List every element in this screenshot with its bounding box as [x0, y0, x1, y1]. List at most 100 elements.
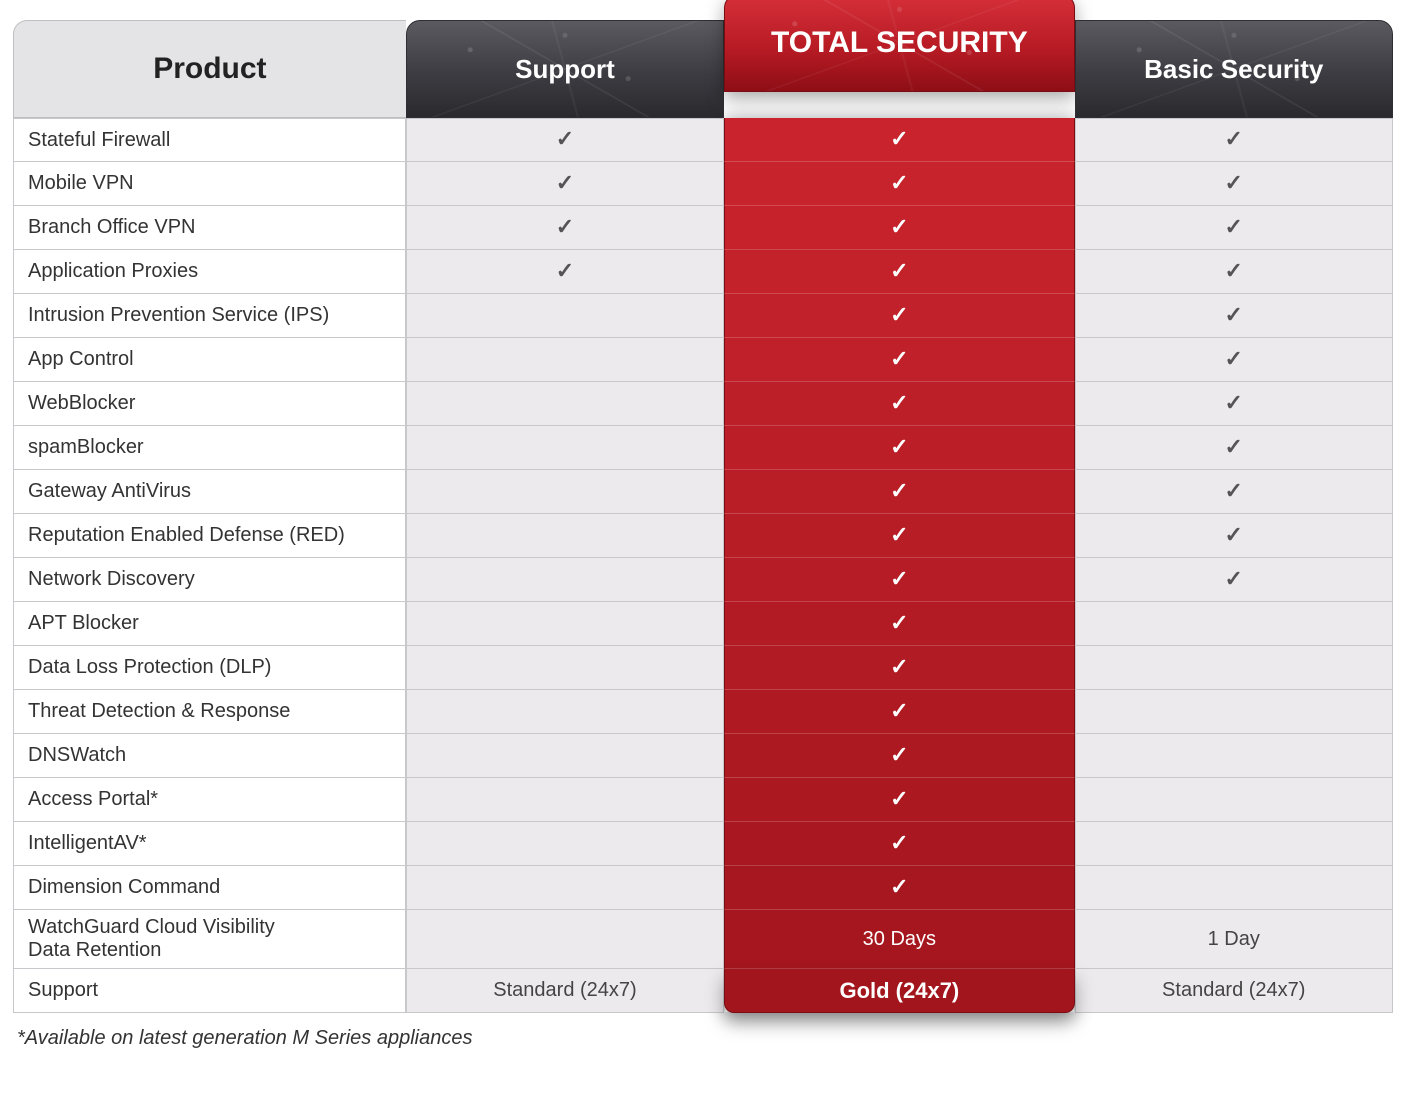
- total-security-cell: ✓: [724, 426, 1074, 470]
- check-icon: ✓: [1225, 436, 1243, 458]
- check-icon: ✓: [890, 216, 908, 238]
- feature-name-text: Threat Detection & Response: [28, 700, 290, 722]
- column-header-product-label: Product: [153, 52, 266, 85]
- check-icon: ✓: [556, 172, 574, 194]
- total-security-cell: Gold (24x7): [724, 969, 1074, 1013]
- feature-name-text: Data Retention: [28, 939, 161, 961]
- basic-security-cell: ✓: [1075, 338, 1393, 382]
- total-security-cell: ✓: [724, 250, 1074, 294]
- feature-name-cell: Mobile VPN: [13, 162, 406, 206]
- check-icon: ✓: [890, 656, 908, 678]
- cell-text: 30 Days: [863, 928, 936, 950]
- support-cell: [406, 734, 724, 778]
- column-header-basic-security: Basic Security: [1075, 20, 1393, 118]
- table-row: WebBlocker✓✓: [13, 382, 1393, 426]
- basic-security-cell: 1 Day: [1075, 910, 1393, 969]
- check-icon: ✓: [890, 304, 908, 326]
- support-cell: [406, 910, 724, 969]
- total-security-cell: 30 Days: [724, 910, 1074, 969]
- feature-name-cell: Support: [13, 969, 406, 1013]
- feature-name-cell: APT Blocker: [13, 602, 406, 646]
- check-icon: ✓: [1225, 216, 1243, 238]
- feature-name-cell: Access Portal*: [13, 778, 406, 822]
- table-row: Data Loss Protection (DLP) ✓: [13, 646, 1393, 690]
- total-security-cell: ✓: [724, 646, 1074, 690]
- feature-name-text: Network Discovery: [28, 568, 195, 590]
- feature-name-text: spamBlocker: [28, 436, 144, 458]
- check-icon: ✓: [890, 524, 908, 546]
- feature-name-cell: Branch Office VPN: [13, 206, 406, 250]
- feature-name-text: Mobile VPN: [28, 172, 134, 194]
- table-body: Stateful Firewall✓✓✓Mobile VPN✓✓✓Branch …: [13, 118, 1393, 1013]
- check-icon: ✓: [890, 260, 908, 282]
- check-icon: ✓: [890, 876, 908, 898]
- check-icon: ✓: [556, 216, 574, 238]
- support-cell: [406, 470, 724, 514]
- feature-name-text: Branch Office VPN: [28, 216, 195, 238]
- footnote: *Available on latest generation M Series…: [13, 1027, 1393, 1050]
- cell-text: 1 Day: [1208, 928, 1260, 950]
- check-icon: ✓: [890, 612, 908, 634]
- table-row: WatchGuard Cloud VisibilityData Retentio…: [13, 910, 1393, 969]
- support-cell: [406, 382, 724, 426]
- feature-name-text: Application Proxies: [28, 260, 198, 282]
- check-icon: ✓: [890, 568, 908, 590]
- feature-name-text: Dimension Command: [28, 876, 220, 898]
- total-security-cell: ✓: [724, 162, 1074, 206]
- feature-name-cell: Application Proxies: [13, 250, 406, 294]
- column-header-support: Support: [406, 20, 724, 118]
- feature-name-text: Intrusion Prevention Service (IPS): [28, 304, 329, 326]
- cell-text: Standard (24x7): [1162, 979, 1305, 1001]
- comparison-table-container: Product Support TOTAL SECURITY Basic Sec…: [13, 20, 1393, 1050]
- check-icon: ✓: [556, 128, 574, 150]
- table-row: Reputation Enabled Defense (RED)✓✓: [13, 514, 1393, 558]
- total-security-cell: ✓: [724, 514, 1074, 558]
- support-cell: [406, 778, 724, 822]
- feature-name-text: Stateful Firewall: [28, 129, 170, 151]
- comparison-table: Product Support TOTAL SECURITY Basic Sec…: [13, 20, 1393, 1013]
- table-row: Gateway AntiVirus✓✓: [13, 470, 1393, 514]
- total-security-cell: ✓: [724, 822, 1074, 866]
- table-row: spamBlocker ✓ ✓: [13, 426, 1393, 470]
- feature-name-text: WatchGuard Cloud Visibility: [28, 916, 275, 938]
- basic-security-cell: [1075, 822, 1393, 866]
- support-cell: ✓: [406, 250, 724, 294]
- total-security-cell: ✓: [724, 118, 1074, 162]
- feature-name-cell: Threat Detection & Response: [13, 690, 406, 734]
- check-icon: ✓: [1225, 568, 1243, 590]
- basic-security-cell: [1075, 734, 1393, 778]
- column-header-total-security-label: TOTAL SECURITY: [771, 26, 1028, 59]
- check-icon: ✓: [1225, 172, 1243, 194]
- total-security-cell: ✓: [724, 734, 1074, 778]
- table-row: Mobile VPN ✓ ✓ ✓: [13, 162, 1393, 206]
- feature-name-cell: App Control: [13, 338, 406, 382]
- table-row: IntelligentAV*✓: [13, 822, 1393, 866]
- check-icon: ✓: [1225, 348, 1243, 370]
- total-security-cell: ✓: [724, 866, 1074, 910]
- basic-security-cell: ✓: [1075, 558, 1393, 602]
- column-header-total-security: TOTAL SECURITY: [724, 0, 1074, 92]
- check-icon: ✓: [890, 392, 908, 414]
- column-header-basic-security-label: Basic Security: [1144, 54, 1323, 84]
- total-security-cell: ✓: [724, 470, 1074, 514]
- support-cell: [406, 558, 724, 602]
- support-cell: [406, 426, 724, 470]
- feature-name-cell: spamBlocker: [13, 426, 406, 470]
- basic-security-cell: ✓: [1075, 382, 1393, 426]
- table-row: DNSWatch ✓: [13, 734, 1393, 778]
- check-icon: ✓: [1225, 260, 1243, 282]
- check-icon: ✓: [890, 436, 908, 458]
- feature-name-text: Data Loss Protection (DLP): [28, 656, 271, 678]
- support-cell: ✓: [406, 206, 724, 250]
- basic-security-cell: ✓: [1075, 514, 1393, 558]
- basic-security-cell: ✓: [1075, 250, 1393, 294]
- support-cell: ✓: [406, 162, 724, 206]
- table-row: Application Proxies ✓ ✓ ✓: [13, 250, 1393, 294]
- header-row: Product Support TOTAL SECURITY Basic Sec…: [13, 20, 1393, 118]
- check-icon: ✓: [1225, 128, 1243, 150]
- check-icon: ✓: [1225, 392, 1243, 414]
- feature-name-text: App Control: [28, 348, 134, 370]
- feature-name-cell: DNSWatch: [13, 734, 406, 778]
- check-icon: ✓: [1225, 524, 1243, 546]
- check-icon: ✓: [890, 744, 908, 766]
